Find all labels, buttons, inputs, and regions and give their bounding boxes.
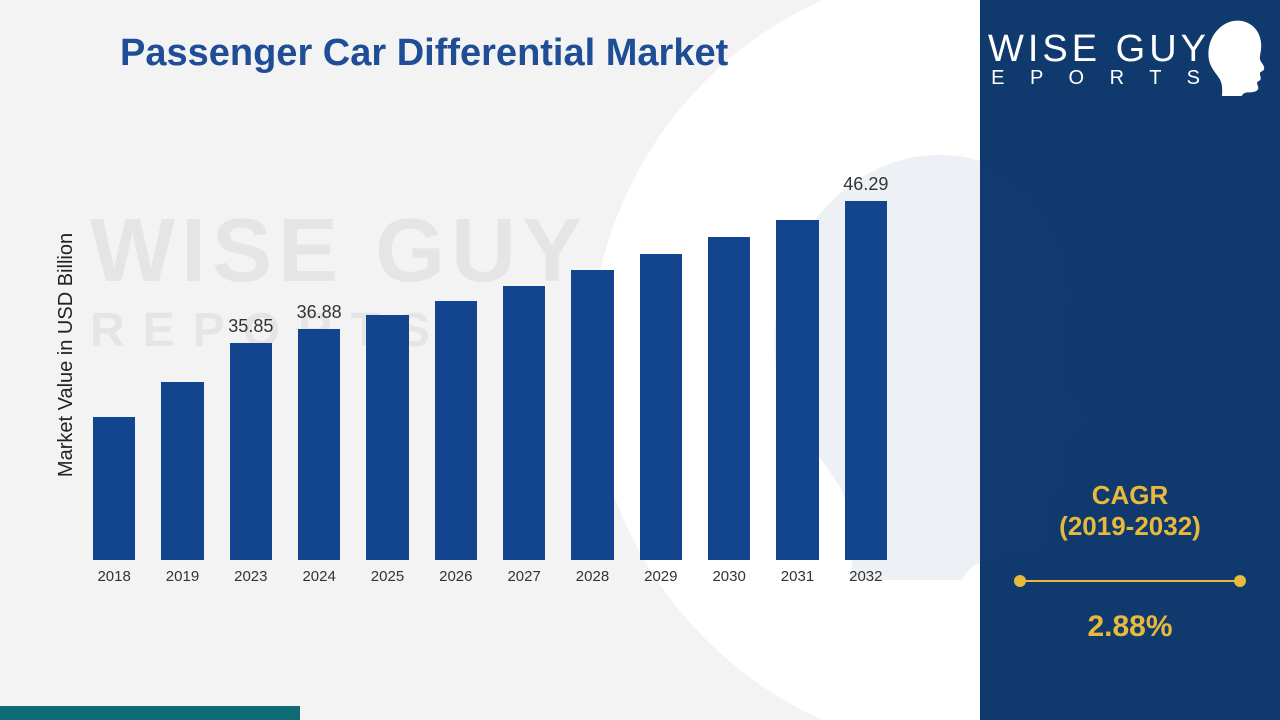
bottom-accent-bar	[0, 706, 300, 720]
x-axis-category: 2024	[290, 568, 348, 585]
x-axis-category: 2027	[495, 568, 553, 585]
bar	[366, 315, 408, 560]
cagr-line-dot-right	[1234, 575, 1246, 587]
bar	[845, 201, 887, 560]
bar	[708, 237, 750, 560]
bar	[93, 417, 135, 561]
x-axis-category: 2025	[358, 568, 416, 585]
bar	[503, 286, 545, 560]
x-axis-category: 2018	[85, 568, 143, 585]
cagr-period: (2019-2032)	[980, 511, 1280, 542]
brand-logo-text: WISE GUY R E P O R T S	[951, 30, 1210, 88]
cagr-label: CAGR	[980, 480, 1280, 511]
brand-head-icon	[1206, 18, 1266, 96]
cagr-divider-line	[1020, 580, 1240, 582]
x-axis-category: 2031	[768, 568, 826, 585]
stage: WISE GUY REPORTS Passenger Car Different…	[0, 0, 1280, 720]
bar	[161, 382, 203, 560]
bar-chart: 2018201935.85202336.88202420252026202720…	[80, 150, 900, 560]
bar	[571, 270, 613, 560]
x-axis-category: 2026	[427, 568, 485, 585]
x-axis-category: 2032	[837, 568, 895, 585]
bar	[776, 220, 818, 560]
x-axis-category: 2030	[700, 568, 758, 585]
x-axis-category: 2019	[153, 568, 211, 585]
bar	[640, 254, 682, 560]
chart-title: Passenger Car Differential Market	[120, 32, 728, 75]
x-axis-category: 2028	[563, 568, 621, 585]
bar	[435, 301, 477, 560]
x-axis-category: 2029	[632, 568, 690, 585]
bar-value-label: 46.29	[837, 174, 895, 195]
bar-value-label: 36.88	[290, 302, 348, 323]
cagr-value: 2.88%	[980, 610, 1280, 644]
x-axis-category: 2023	[222, 568, 280, 585]
brand-line1: WISE GUY	[951, 30, 1210, 68]
brand-line2: R E P O R T S	[951, 68, 1210, 88]
y-axis-label: Market Value in USD Billion	[55, 150, 78, 560]
bar-value-label: 35.85	[222, 316, 280, 337]
cagr-title: CAGR (2019-2032)	[980, 480, 1280, 542]
bar	[230, 343, 272, 560]
bar	[298, 329, 340, 560]
